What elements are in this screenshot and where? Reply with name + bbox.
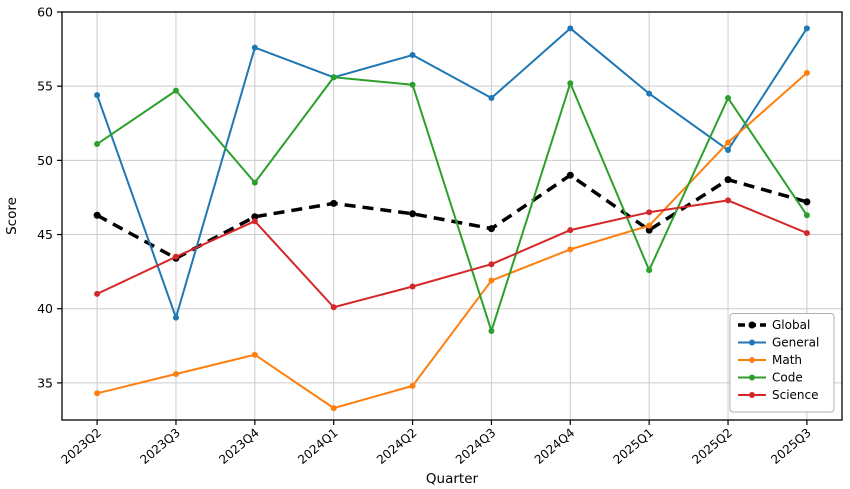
series-marker-code <box>409 81 416 88</box>
series-line-general <box>96 27 808 319</box>
y-tick-label: 55 <box>37 79 53 94</box>
series-marker-code <box>330 74 337 81</box>
legend-label: Math <box>772 353 802 367</box>
series-marker-math <box>409 382 416 389</box>
legend-box <box>729 313 835 413</box>
series-marker-science <box>488 261 495 268</box>
legend-marker-sample <box>748 321 756 329</box>
series-marker-general <box>646 90 653 97</box>
y-tick-label: 35 <box>37 375 53 390</box>
series-marker-global <box>487 225 495 233</box>
y-tick-label: 50 <box>37 153 53 168</box>
series-marker-general <box>803 25 810 32</box>
series-marker-general <box>172 314 179 321</box>
series-marker-math <box>488 277 495 284</box>
series-marker-math <box>94 390 101 397</box>
series-marker-science <box>172 253 179 260</box>
legend-label: General <box>772 336 819 350</box>
series-marker-math <box>803 69 810 76</box>
series-marker-science <box>251 218 258 225</box>
series-marker-global <box>93 211 101 219</box>
series-marker-code <box>251 179 258 186</box>
series-marker-code <box>567 80 574 87</box>
series-marker-global <box>330 199 338 207</box>
series-marker-global <box>645 226 653 234</box>
series-line-science <box>96 199 808 309</box>
y-tick-label: 60 <box>37 5 53 20</box>
y-axis-label: Score <box>4 197 20 235</box>
series-line-code <box>96 76 808 332</box>
series-marker-code <box>646 267 653 274</box>
series-marker-science <box>567 227 574 234</box>
series-line-global <box>96 173 808 261</box>
legend-marker-sample <box>749 357 755 363</box>
series-marker-math <box>172 371 179 378</box>
legend-label: Science <box>772 388 819 402</box>
series-marker-math <box>330 405 337 412</box>
y-tick-label: 45 <box>37 227 53 242</box>
series-marker-math <box>567 246 574 253</box>
series-marker-science <box>725 197 732 204</box>
plot-frame <box>61 11 843 421</box>
legend-marker-sample <box>749 339 755 346</box>
series-marker-code <box>725 95 732 102</box>
series-marker-global <box>251 213 259 221</box>
series-marker-science <box>330 304 337 311</box>
series-marker-code <box>172 87 179 94</box>
series-marker-science <box>646 209 653 216</box>
series-marker-science <box>803 230 810 237</box>
legend-label: Code <box>772 371 803 385</box>
legend-marker-sample <box>749 392 755 398</box>
series-marker-science <box>94 290 101 297</box>
series-marker-global <box>566 171 574 179</box>
series-marker-math <box>725 139 732 146</box>
series-marker-general <box>725 146 732 153</box>
series-marker-global <box>409 210 417 218</box>
legend-label: Global <box>772 318 810 332</box>
series-marker-general <box>409 52 416 59</box>
series-marker-general <box>567 25 574 32</box>
legend-marker-sample <box>749 374 755 381</box>
series-marker-global <box>803 198 811 206</box>
series-marker-global <box>724 176 732 184</box>
series-marker-general <box>251 44 258 51</box>
y-tick-label: 40 <box>37 301 53 316</box>
x-axis-label: Quarter <box>426 471 479 487</box>
series-marker-general <box>488 95 495 102</box>
series-marker-code <box>803 212 810 219</box>
series-marker-code <box>94 141 101 148</box>
series-marker-code <box>488 327 495 334</box>
series-marker-science <box>409 283 416 290</box>
series-marker-math <box>646 222 653 229</box>
series-marker-general <box>94 92 101 99</box>
series-marker-math <box>251 351 258 358</box>
